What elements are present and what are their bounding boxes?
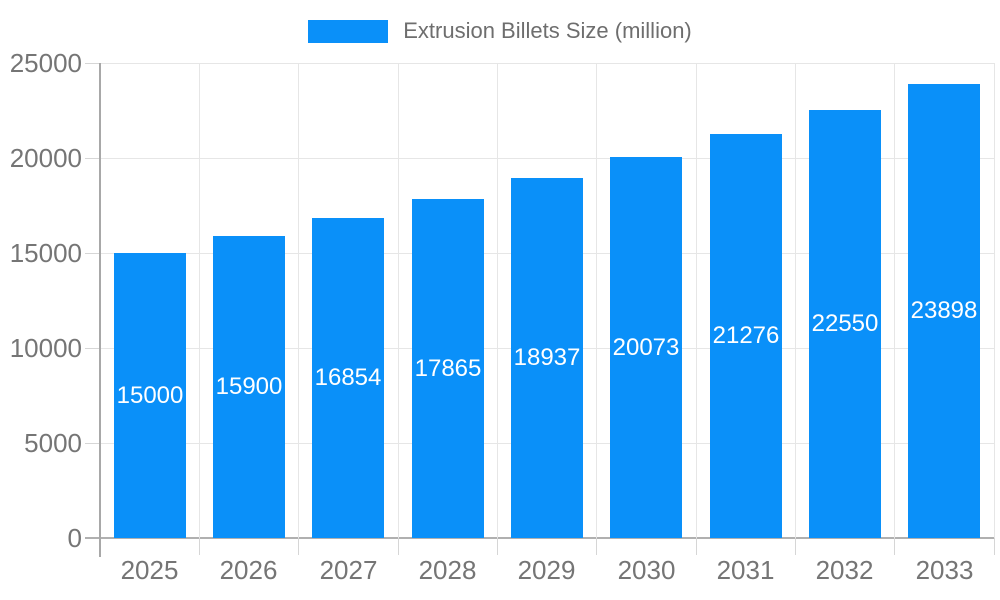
y-tick-mark-25000 (85, 63, 100, 64)
y-tick-mark-5000 (85, 443, 100, 444)
gridline-y-25000 (100, 63, 994, 64)
x-tick-mark-7 (795, 538, 796, 555)
gridline-x-7 (795, 63, 796, 538)
bar-value-label-2025: 15000 (116, 381, 184, 409)
x-tick-label-2033: 2033 (915, 555, 974, 585)
bar-2027[interactable]: 16854 (312, 218, 384, 538)
gridline-x-5 (596, 63, 597, 538)
bar-value-label-2028: 17865 (414, 354, 482, 382)
y-tick-mark-10000 (85, 348, 100, 349)
gridline-x-8 (894, 63, 895, 538)
y-tick-mark-15000 (85, 253, 100, 254)
y-tick-mark-20000 (85, 158, 100, 159)
bar-2025[interactable]: 15000 (114, 253, 186, 538)
x-tick-label-2026: 2026 (219, 555, 278, 585)
legend-item-extrusion-billets[interactable]: Extrusion Billets Size (million) (308, 19, 692, 43)
x-tick-label-2027: 2027 (319, 555, 378, 585)
x-tick-mark-2 (298, 538, 299, 555)
x-tick-mark-4 (497, 538, 498, 555)
bar-value-label-2029: 18937 (513, 344, 581, 371)
y-tick-label-25000: 25000 (9, 48, 82, 78)
x-tick-label-2030: 2030 (617, 555, 676, 585)
x-tick-label-2028: 2028 (418, 555, 477, 585)
x-tick-label-2032: 2032 (815, 555, 874, 585)
gridline-x-4 (497, 63, 498, 538)
x-tick-mark-9 (994, 538, 995, 555)
x-tick-mark-8 (894, 538, 895, 555)
y-tick-label-15000: 15000 (9, 238, 82, 268)
x-tick-label-2031: 2031 (716, 555, 775, 585)
gridline-y-0 (100, 537, 994, 539)
x-tick-label-2029: 2029 (517, 555, 576, 585)
gridline-x-9 (994, 63, 995, 538)
gridline-x-2 (298, 63, 299, 538)
bar-value-label-2030: 20073 (612, 333, 680, 361)
y-tick-label-20000: 20000 (9, 143, 82, 173)
gridline-y-20000 (100, 158, 994, 159)
x-tick-label-2025: 2025 (120, 555, 179, 585)
bar-value-label-2033: 23898 (910, 297, 978, 324)
bar-2028[interactable]: 17865 (412, 199, 484, 538)
bar-value-label-2032: 22550 (811, 310, 879, 337)
bar-2031[interactable]: 21276 (710, 134, 782, 538)
bar-value-label-2031: 21276 (712, 322, 780, 349)
bar-2033[interactable]: 23898 (908, 84, 980, 538)
y-tick-label-5000: 5000 (24, 428, 82, 458)
gridline-x-6 (696, 63, 697, 538)
bar-2030[interactable]: 20073 (610, 157, 682, 538)
legend-swatch (308, 19, 389, 43)
legend: Extrusion Billets Size (million) (0, 19, 1000, 43)
bar-2032[interactable]: 22550 (809, 110, 881, 538)
x-tick-mark-6 (696, 538, 697, 555)
y-tick-label-0: 0 (67, 523, 82, 553)
y-tick-mark-0 (85, 537, 100, 539)
legend-label: Extrusion Billets Size (million) (403, 18, 692, 43)
x-tick-mark-5 (596, 538, 597, 555)
bar-2029[interactable]: 18937 (511, 178, 583, 538)
gridline-x-3 (398, 63, 399, 538)
bar-value-label-2027: 16854 (314, 364, 382, 391)
x-tick-mark-1 (199, 538, 200, 555)
bar-value-label-2026: 15900 (215, 373, 283, 400)
y-axis-line (99, 63, 101, 557)
x-tick-mark-3 (398, 538, 399, 555)
bar-2026[interactable]: 15900 (213, 236, 285, 538)
gridline-x-1 (199, 63, 200, 538)
y-tick-label-10000: 10000 (9, 333, 82, 363)
